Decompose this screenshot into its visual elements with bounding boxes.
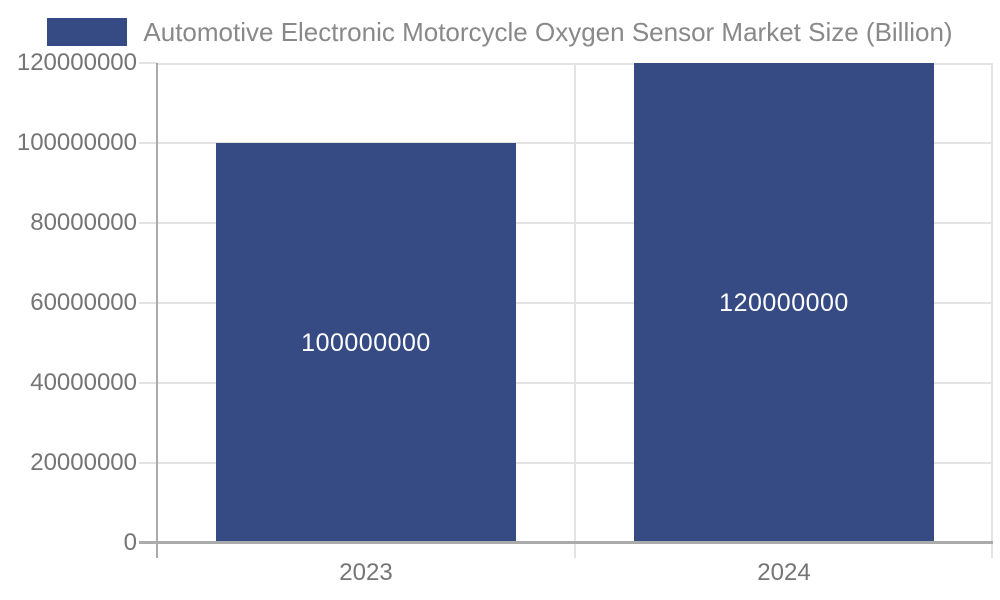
bar-value-label: 120000000 [719, 288, 849, 317]
y-axis-tick-label: 20000000 [30, 449, 137, 476]
y-axis-tick-label: 120000000 [16, 49, 137, 76]
legend-label: Automotive Electronic Motorcycle Oxygen … [143, 17, 953, 47]
bar-value-label: 100000000 [301, 328, 431, 357]
y-axis-tick-label: 100000000 [16, 129, 137, 156]
y-axis-tick-mark [139, 302, 157, 304]
legend-swatch-icon [47, 18, 128, 46]
y-axis-tick-mark [139, 222, 157, 224]
x-axis-tick-label: 2023 [339, 559, 393, 586]
chart-legend: Automotive Electronic Motorcycle Oxygen … [0, 17, 1000, 47]
x-axis-tick-mark [991, 543, 993, 558]
y-axis-tick-mark [139, 62, 157, 64]
y-axis-tick-mark [139, 142, 157, 144]
x-axis-tick-label: 2024 [757, 559, 811, 586]
y-axis-tick-label: 0 [123, 529, 137, 556]
bar: 120000000 [633, 63, 935, 543]
x-axis-tick-mark [574, 543, 576, 558]
category-gridline [574, 63, 576, 543]
x-axis-line [139, 541, 993, 544]
bar: 100000000 [215, 143, 517, 543]
y-axis-tick-mark [139, 382, 157, 384]
y-axis-line [156, 63, 158, 558]
y-axis-tick-label: 60000000 [30, 289, 137, 316]
y-axis-tick-label: 40000000 [30, 369, 137, 396]
y-axis-tick-label: 80000000 [30, 209, 137, 236]
plot-area: 100000000 120000000 [157, 63, 993, 543]
y-axis-tick-mark [139, 462, 157, 464]
category-gridline [991, 63, 993, 543]
